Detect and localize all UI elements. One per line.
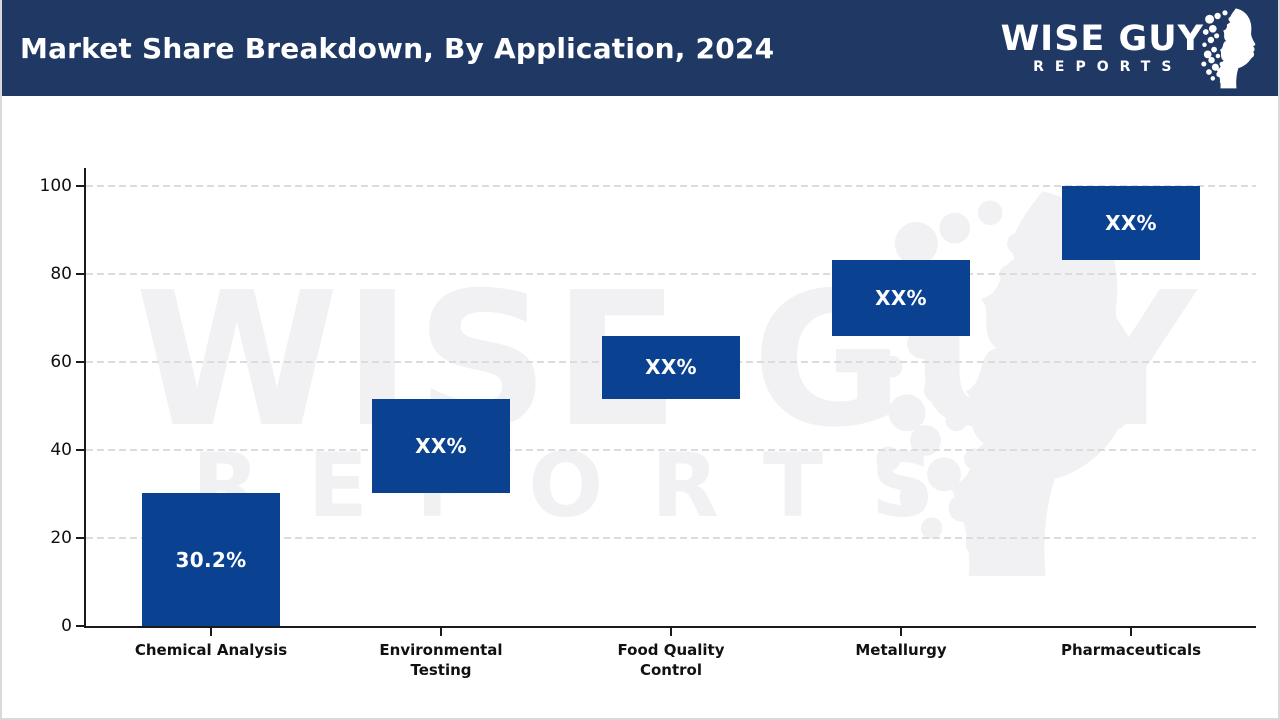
brand-logo: WISE GUY REPORTS [1001,6,1264,90]
brand-wordmark: WISE GUY [1000,19,1204,60]
gridline-20 [86,537,1256,539]
y-tick-label: 100 [39,176,72,196]
gridline-40 [86,449,1256,451]
category-label: Food Quality Control [617,641,725,680]
bar-segment: XX% [602,335,740,399]
header-bar: Market Share Breakdown, By Application, … [0,0,1280,96]
x-tick-mark [440,628,442,636]
y-axis-line [84,168,86,628]
x-tick-mark [210,628,212,636]
category-label: Environmental Testing [379,641,503,680]
watermark-subtitle: REPORTS [192,434,983,537]
page-title: Market Share Breakdown, By Application, … [20,31,775,65]
y-tick-label: 0 [61,616,72,636]
y-tick-mark [76,625,84,627]
bar-value-label: XX% [415,434,467,459]
y-tick-label: 20 [50,528,72,548]
x-axis-line [84,626,1256,628]
bar-segment: XX% [372,398,510,494]
brand-head-icon [1201,8,1256,89]
category-label: Chemical Analysis [134,641,288,659]
x-tick-mark [900,628,902,636]
y-tick-label: 40 [50,440,72,460]
y-tick-mark [76,273,84,275]
y-tick-mark [76,449,84,451]
bar-value-label: XX% [1105,210,1157,235]
y-tick-mark [76,537,84,539]
x-tick-mark [1130,628,1132,636]
gridline-80 [86,273,1256,275]
x-tick-mark [670,628,672,636]
y-tick-mark [76,361,84,363]
gridline-100 [86,185,1256,187]
bar-segment: XX% [1062,186,1200,260]
brand-logo-text: WISE GUY REPORTS [1001,21,1204,75]
bar-value-label: XX% [645,355,697,380]
category-label: Metallurgy [855,641,947,659]
brand-subtitle: REPORTS [1033,58,1183,75]
bar-value-label: 30.2% [175,547,247,572]
y-tick-mark [76,185,84,187]
bar-value-label: XX% [875,285,927,310]
y-tick-label: 60 [50,352,72,372]
y-tick-label: 80 [50,264,72,284]
bar-segment: XX% [832,259,970,336]
category-label: Pharmaceuticals [1060,641,1202,659]
bar-segment: 30.2% [142,493,280,626]
